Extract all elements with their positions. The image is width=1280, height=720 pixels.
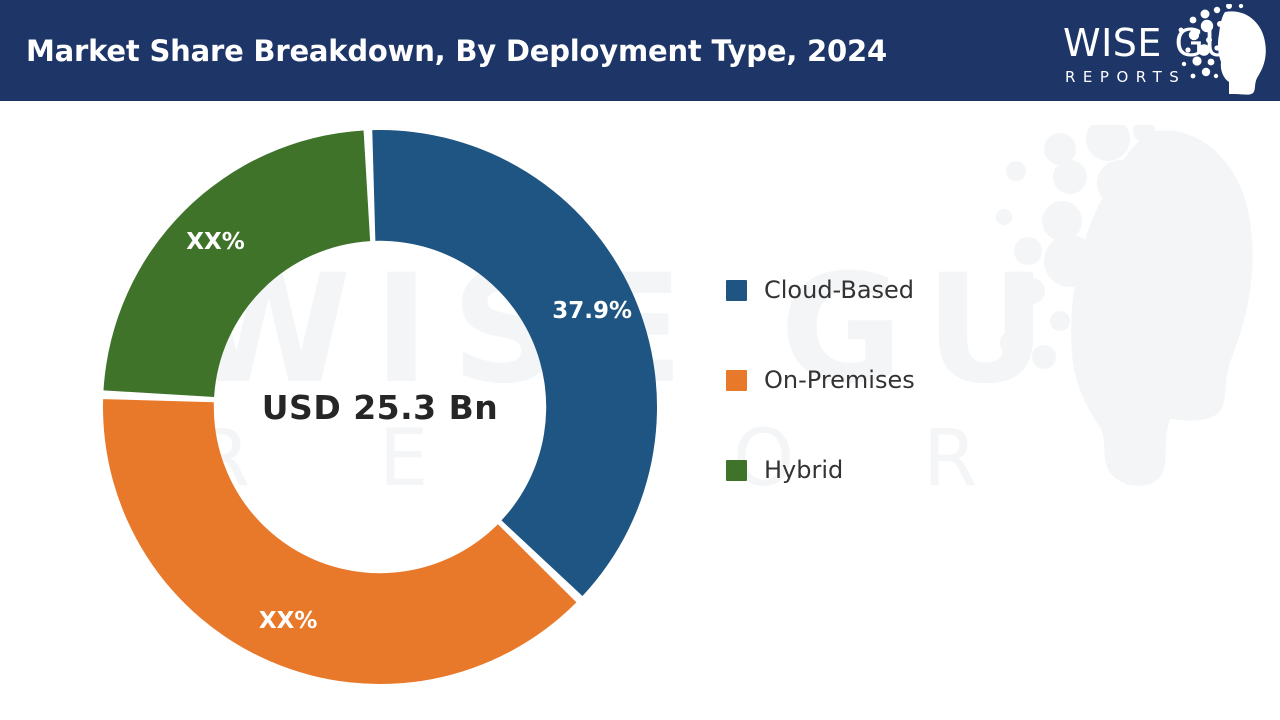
chart-legend: Cloud-Based On-Premises Hybrid bbox=[726, 245, 1026, 515]
legend-item-label: Cloud-Based bbox=[764, 276, 915, 304]
page-header: Market Share Breakdown, By Deployment Ty… bbox=[0, 0, 1280, 101]
donut-slices bbox=[103, 130, 657, 684]
donut-slice[interactable] bbox=[103, 130, 371, 398]
legend-item-cloud-based[interactable]: Cloud-Based bbox=[726, 245, 1026, 335]
slice-label-on-premises: XX% bbox=[258, 607, 318, 634]
donut-chart-svg bbox=[103, 130, 657, 684]
wise-guy-reports-logo: WISE GUY REPORTS bbox=[1057, 3, 1272, 96]
donut-slice[interactable] bbox=[103, 399, 577, 684]
svg-text:REPORTS: REPORTS bbox=[1065, 68, 1186, 86]
chart-area: WISE GUY R E P O R T S bbox=[0, 105, 1280, 720]
legend-item-hybrid[interactable]: Hybrid bbox=[726, 425, 1026, 515]
donut-chart: USD 25.3 Bn 37.9% XX% XX% bbox=[103, 130, 657, 684]
legend-swatch-icon bbox=[726, 459, 747, 481]
donut-slice[interactable] bbox=[372, 130, 657, 597]
slice-label-hybrid: XX% bbox=[186, 229, 245, 256]
header-divider bbox=[0, 101, 1280, 105]
slice-label-cloud-based: 37.9% bbox=[552, 298, 632, 325]
page-title: Market Share Breakdown, By Deployment Ty… bbox=[26, 33, 887, 68]
legend-item-label: On-Premises bbox=[764, 366, 915, 394]
legend-swatch-icon bbox=[726, 369, 747, 391]
legend-item-label: Hybrid bbox=[764, 456, 844, 484]
legend-swatch-icon bbox=[726, 279, 747, 301]
legend-item-on-premises[interactable]: On-Premises bbox=[726, 335, 1026, 425]
